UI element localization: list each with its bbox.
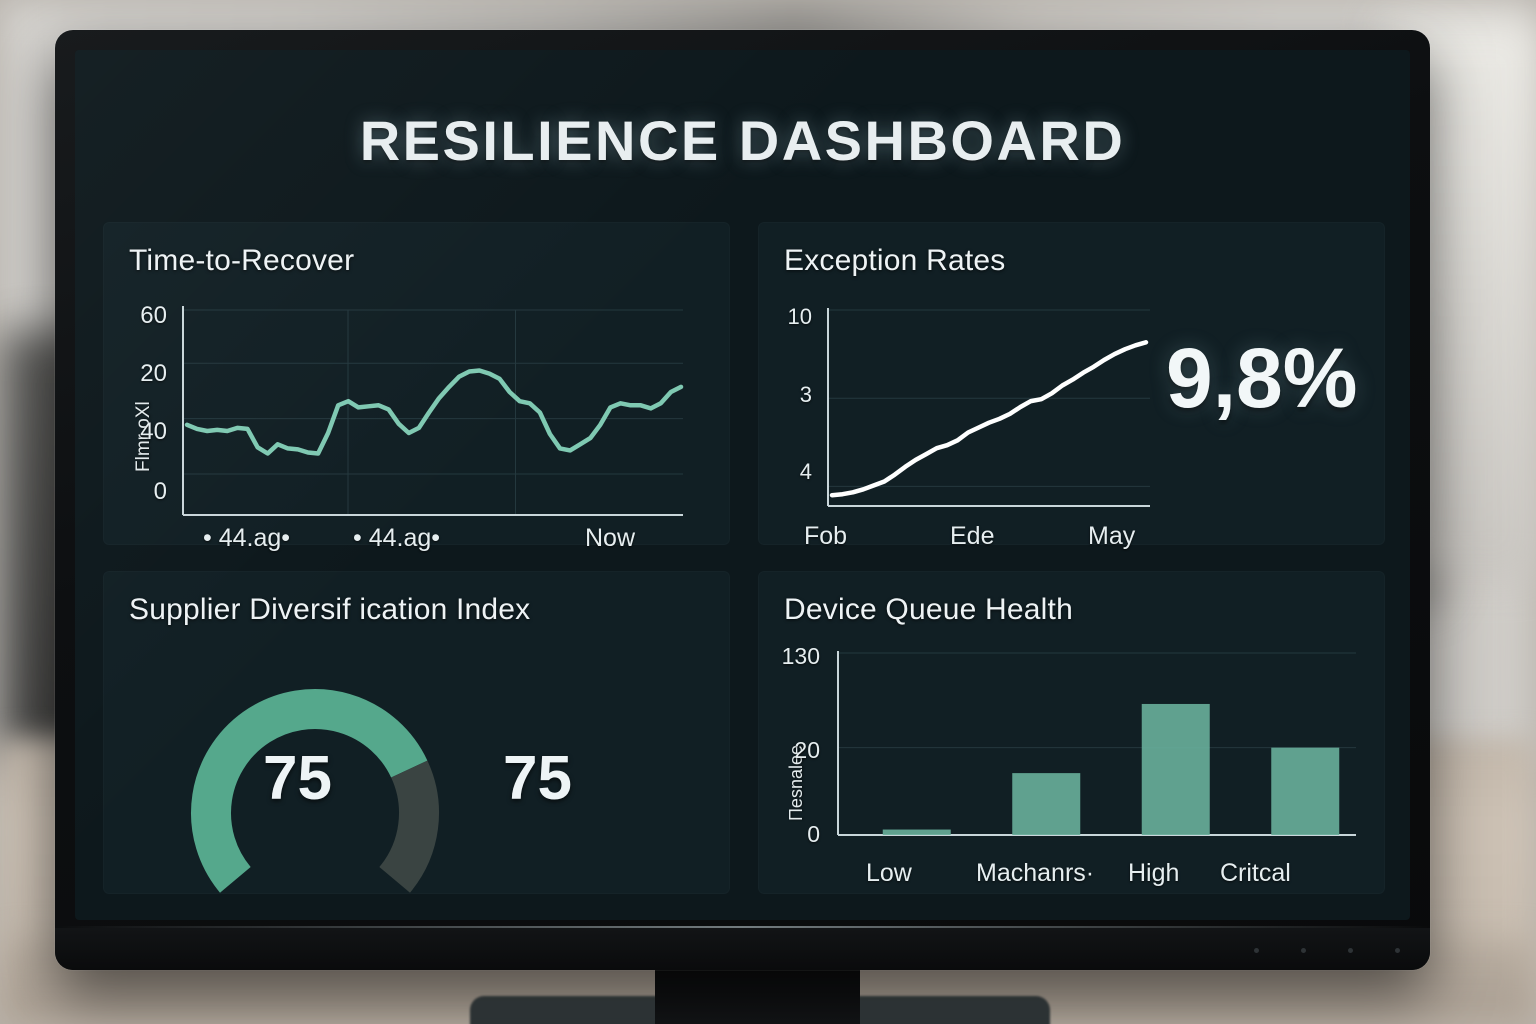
monitor: RESILIENCE DASHBOARD Time-to-Recover Flm… <box>55 30 1430 970</box>
x-tick-3-device-queue: Critcal <box>1220 859 1291 887</box>
y-tick-2-time-to-recover: 40 <box>140 418 167 445</box>
line-chart-exception-rates <box>827 308 1150 507</box>
monitor-bezel-highlight <box>55 926 1430 928</box>
x-tick-0-device-queue: Low <box>866 859 912 887</box>
x-tick-2-exception-rates: May <box>1088 522 1136 550</box>
y-tick-0-device-queue: 130 <box>781 643 820 669</box>
x-tick-2-device-queue: High <box>1128 859 1180 887</box>
x-tick-1-exception-rates: Ede <box>950 522 995 550</box>
y-tick-1-time-to-recover: 20 <box>140 360 167 387</box>
monitor-bezel-bottom <box>55 928 1430 970</box>
x-tick-0-time-to-recover: • 44.ag• <box>203 524 291 552</box>
gauge-side-value: 75 <box>503 744 572 813</box>
monitor-stand-neck <box>655 962 860 1024</box>
monitor-indicator-dots <box>1254 948 1400 953</box>
bar-chart-device-queue-health <box>837 651 1356 836</box>
y-tick-3-time-to-recover: 0 <box>153 478 167 505</box>
y-tick-0-exception-rates: 10 <box>787 304 812 329</box>
y-tick-1-exception-rates: 3 <box>799 382 812 407</box>
panel-supplier-diversification-index[interactable]: Supplier Diversif ication Index 75 75 <box>103 571 730 894</box>
x-tick-1-device-queue: Machanrs· <box>976 859 1095 887</box>
monitor-screen: RESILIENCE DASHBOARD Time-to-Recover Flm… <box>75 50 1410 920</box>
x-tick-1-time-to-recover: • 44.ag• <box>353 524 441 552</box>
panel-title-exception-rates: Exception Rates <box>784 244 1006 277</box>
stat-exception-rate: 9,8% <box>1166 331 1358 425</box>
gauge-value-label: 75 <box>263 744 332 813</box>
panel-device-queue-health[interactable]: Device Queue Health Пesnalee 130 20 0 Lo… <box>758 571 1385 894</box>
x-tick-0-exception-rates: Fob <box>804 522 848 550</box>
panel-title-supplier-index: Supplier Diversif ication Index <box>129 593 531 626</box>
panel-title-device-queue-health: Device Queue Health <box>784 593 1073 626</box>
page-title: RESILIENCE DASHBOARD <box>359 109 1126 172</box>
resilience-dashboard: RESILIENCE DASHBOARD Time-to-Recover Flm… <box>75 50 1410 920</box>
panel-title-time-to-recover: Time-to-Recover <box>129 244 355 277</box>
panel-time-to-recover[interactable]: Time-to-Recover Flmr oXl 60 20 40 0 • 44… <box>103 222 730 552</box>
dashboard-grid: Time-to-Recover Flmr oXl 60 20 40 0 • 44… <box>103 222 1385 894</box>
y-tick-1-device-queue: 20 <box>794 737 820 763</box>
y-tick-0-time-to-recover: 60 <box>140 302 167 329</box>
panel-exception-rates[interactable]: Exception Rates 10 3 4 Fob Ede May 9,8% <box>758 222 1385 550</box>
gauge-supplier-index <box>191 689 439 893</box>
x-tick-2-time-to-recover: Now <box>585 524 636 552</box>
y-tick-2-device-queue: 0 <box>807 821 820 847</box>
y-tick-2-exception-rates: 4 <box>799 459 812 484</box>
line-chart-time-to-recover <box>182 306 684 516</box>
